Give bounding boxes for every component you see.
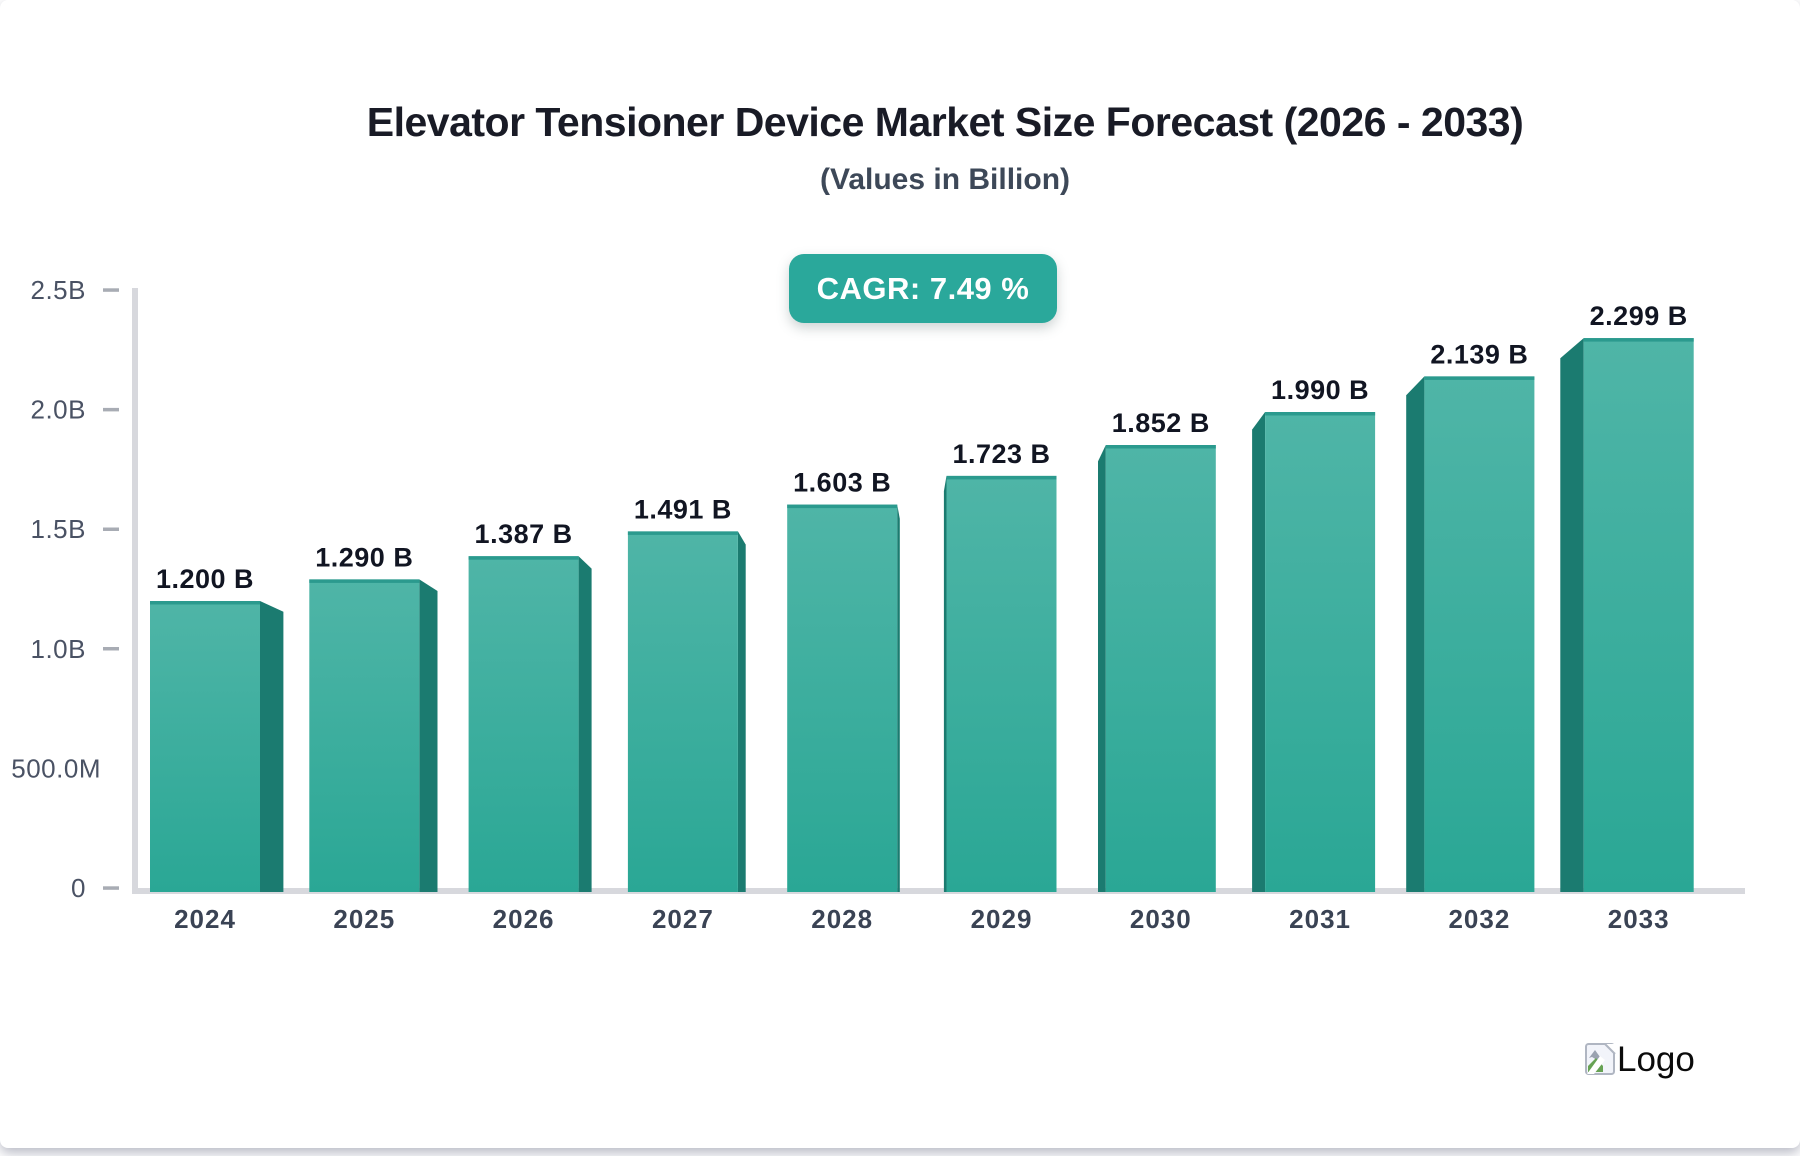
y-tick-1.0B: 1.0B [31,634,119,664]
value-label-2029: 1.723 B [952,439,1050,469]
bar-2028: 1.603 B 2028 [787,468,900,934]
y-tick-2.0B: 2.0B [31,395,119,425]
y-tick-0: 0 [71,873,119,903]
svg-text:2.0B: 2.0B [31,395,87,425]
broken-image-icon [1585,1042,1616,1075]
svg-text:1.0B: 1.0B [31,634,87,664]
y-axis [132,288,138,894]
value-label-2030: 1.852 B [1112,408,1210,438]
x-label-2028: 2028 [811,904,873,934]
value-label-2027: 1.491 B [634,494,732,524]
bar-2029: 1.723 B 2029 [943,439,1057,934]
chart-subtitle: (Values in Billion) [819,163,1071,196]
x-label-2033: 2033 [1608,904,1670,934]
cagr-badge-label: CAGR: 7.49 % [816,270,1030,306]
value-label-2032: 2.139 B [1430,339,1528,369]
value-label-2028: 1.603 B [793,468,891,498]
x-label-2032: 2032 [1448,904,1510,934]
svg-text:1.5B: 1.5B [31,514,87,544]
logo-alt-text: Logo [1617,1039,1695,1079]
value-label-2025: 1.290 B [315,542,413,572]
svg-text:0: 0 [71,873,86,903]
x-label-2029: 2029 [971,904,1033,934]
x-label-2027: 2027 [652,904,714,934]
x-label-2031: 2031 [1289,904,1351,934]
value-label-2031: 1.990 B [1271,375,1369,405]
bar-2031: 1.990 B 2031 [1252,375,1376,934]
x-label-2030: 2030 [1130,904,1192,934]
bar-2030: 1.852 B 2030 [1098,408,1216,934]
x-axis [132,888,1745,894]
svg-text:2.5B: 2.5B [31,275,87,305]
svg-text:500.0M: 500.0M [11,753,101,783]
bar-2025: 1.290 B 2025 [309,542,438,934]
cagr-badge: CAGR: 7.49 % [789,254,1057,323]
value-label-2024: 1.200 B [156,564,254,594]
bar-2033: 2.299 B 2033 [1560,301,1694,934]
x-label-2026: 2026 [493,904,555,934]
logo-placeholder: Logo [1585,1038,1695,1080]
y-tick-1.5B: 1.5B [31,514,119,544]
chart-title: Elevator Tensioner Device Market Size Fo… [366,99,1524,145]
y-tick-2.5B: 2.5B [31,275,119,305]
bar-2027: 1.491 B 2027 [627,494,746,934]
y-tick-500.0M: 500.0M [11,753,101,783]
bar-2024: 1.200 B 2024 [150,564,284,934]
bar-2032: 2.139 B 2032 [1406,339,1535,934]
value-label-2033: 2.299 B [1590,301,1688,331]
value-label-2026: 1.387 B [475,519,573,549]
x-label-2024: 2024 [174,904,236,934]
bar-2026: 1.387 B 2026 [468,519,592,934]
x-label-2025: 2025 [333,904,395,934]
